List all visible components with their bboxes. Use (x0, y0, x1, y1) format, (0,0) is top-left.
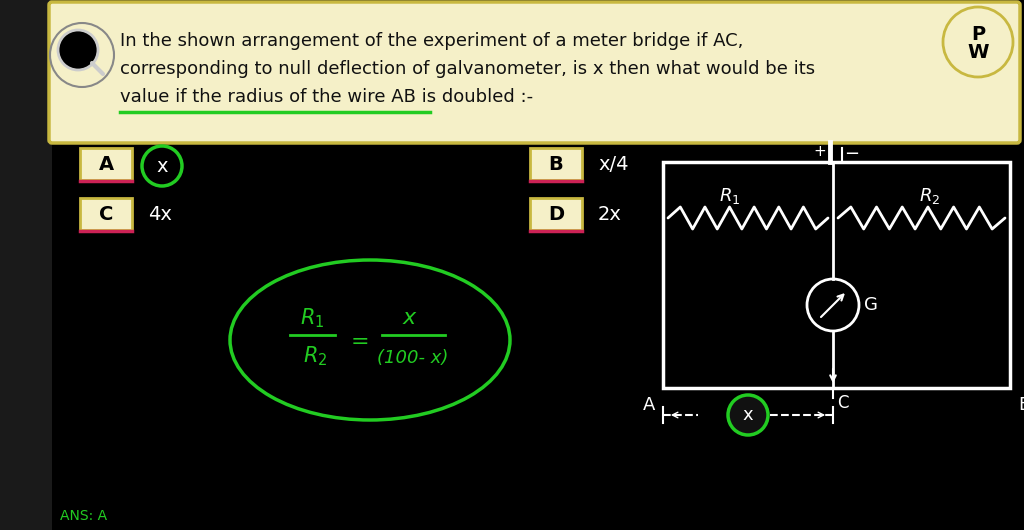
Text: 2x: 2x (598, 206, 622, 225)
FancyBboxPatch shape (530, 148, 582, 180)
Text: corresponding to null deflection of galvanometer, is x then what would be its: corresponding to null deflection of galv… (120, 60, 815, 78)
Text: A: A (643, 396, 655, 414)
Circle shape (58, 30, 98, 70)
Text: x/4: x/4 (598, 155, 629, 174)
Text: B: B (549, 155, 563, 174)
Text: +: + (814, 145, 826, 160)
Text: $x$: $x$ (402, 308, 418, 328)
Text: G: G (864, 296, 878, 314)
Circle shape (50, 23, 114, 87)
Text: B: B (1018, 396, 1024, 414)
Text: =: = (350, 332, 370, 352)
Text: P: P (971, 25, 985, 45)
Text: ANS: A: ANS: A (60, 509, 108, 523)
Text: value if the radius of the wire AB is doubled :-: value if the radius of the wire AB is do… (120, 88, 534, 106)
FancyBboxPatch shape (49, 2, 1020, 143)
Text: In the shown arrangement of the experiment of a meter bridge if AC,: In the shown arrangement of the experime… (120, 32, 743, 50)
Text: x: x (157, 156, 168, 175)
Circle shape (807, 279, 859, 331)
Text: $R_2$: $R_2$ (920, 186, 941, 206)
Text: $R_2$: $R_2$ (303, 344, 328, 368)
FancyBboxPatch shape (80, 198, 132, 230)
Text: C: C (837, 394, 849, 412)
Text: −: − (845, 145, 859, 163)
Bar (663, 162, 1010, 388)
Bar (0, 0, 52, 530)
Text: $R_1$: $R_1$ (300, 306, 325, 330)
Circle shape (728, 395, 768, 435)
Text: D: D (548, 206, 564, 225)
Text: (100- x): (100- x) (377, 349, 449, 367)
FancyBboxPatch shape (80, 148, 132, 180)
Text: C: C (98, 206, 114, 225)
Circle shape (943, 7, 1013, 77)
Text: A: A (98, 155, 114, 174)
FancyBboxPatch shape (530, 198, 582, 230)
Text: x: x (742, 406, 754, 424)
Text: $R_1$: $R_1$ (719, 186, 740, 206)
Text: 4x: 4x (148, 206, 172, 225)
Text: W: W (968, 42, 989, 61)
